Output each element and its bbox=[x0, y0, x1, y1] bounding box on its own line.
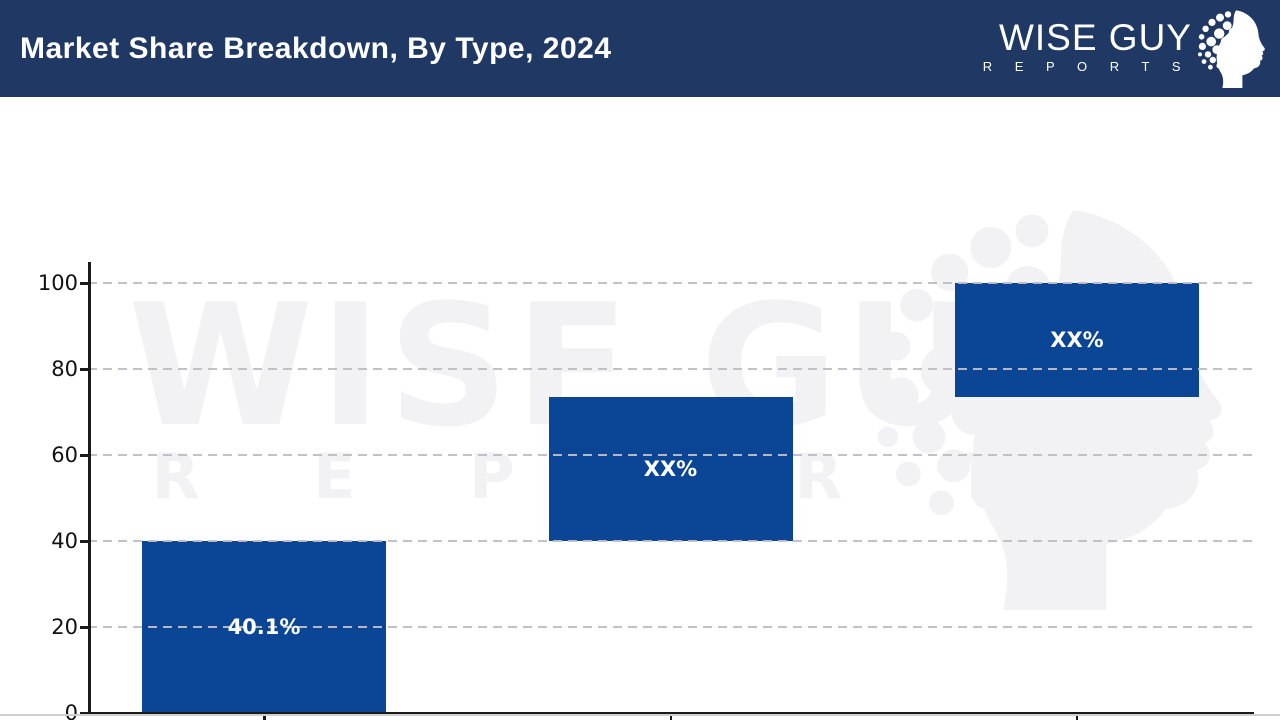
gridline-60 bbox=[88, 454, 1253, 457]
y-tick-label-40: 40 bbox=[51, 528, 78, 553]
x-tick-0 bbox=[263, 714, 266, 720]
bar-voice-controlled-panel bbox=[548, 397, 793, 541]
gridline-40 bbox=[88, 540, 1253, 543]
y-tick-60 bbox=[80, 454, 88, 457]
header-bar: Market Share Breakdown, By Type, 2024 WI… bbox=[0, 0, 1280, 97]
y-tick-label-100: 100 bbox=[37, 270, 78, 295]
y-axis-line bbox=[88, 262, 91, 714]
bar-value-label: 40.1% bbox=[227, 614, 301, 639]
x-tick-2 bbox=[1075, 714, 1079, 720]
y-tick-label-0: 0 bbox=[64, 700, 78, 720]
y-tick-label-80: 80 bbox=[51, 356, 78, 381]
y-tick-20 bbox=[80, 626, 88, 629]
chart-title: Market Share Breakdown, By Type, 2024 bbox=[20, 31, 612, 65]
gridline-80 bbox=[88, 368, 1253, 371]
y-tick-100 bbox=[80, 282, 88, 285]
y-tick-80 bbox=[80, 368, 88, 371]
x-tick-1 bbox=[669, 714, 672, 720]
bottom-border-line bbox=[0, 714, 1280, 716]
x-axis-line bbox=[88, 712, 1254, 715]
y-tick-label-20: 20 bbox=[51, 614, 78, 639]
logo-text-reports: R E P O R T S bbox=[982, 59, 1190, 74]
bar-value-label: XX% bbox=[643, 457, 698, 482]
gridline-20 bbox=[88, 626, 1253, 629]
y-tick-0 bbox=[80, 712, 88, 715]
y-tick-label-60: 60 bbox=[51, 442, 78, 467]
gridline-100 bbox=[88, 282, 1253, 285]
wise-guy-reports-logo: WISE GUY R E P O R T S bbox=[983, 5, 1268, 93]
bar-remote-controlled-panel bbox=[954, 283, 1199, 398]
logo-head-icon bbox=[1188, 5, 1268, 91]
bar-value-label: XX% bbox=[1050, 328, 1104, 353]
y-tick-40 bbox=[80, 540, 88, 543]
logo-text-wise-guy: WISE GUY bbox=[998, 17, 1192, 58]
